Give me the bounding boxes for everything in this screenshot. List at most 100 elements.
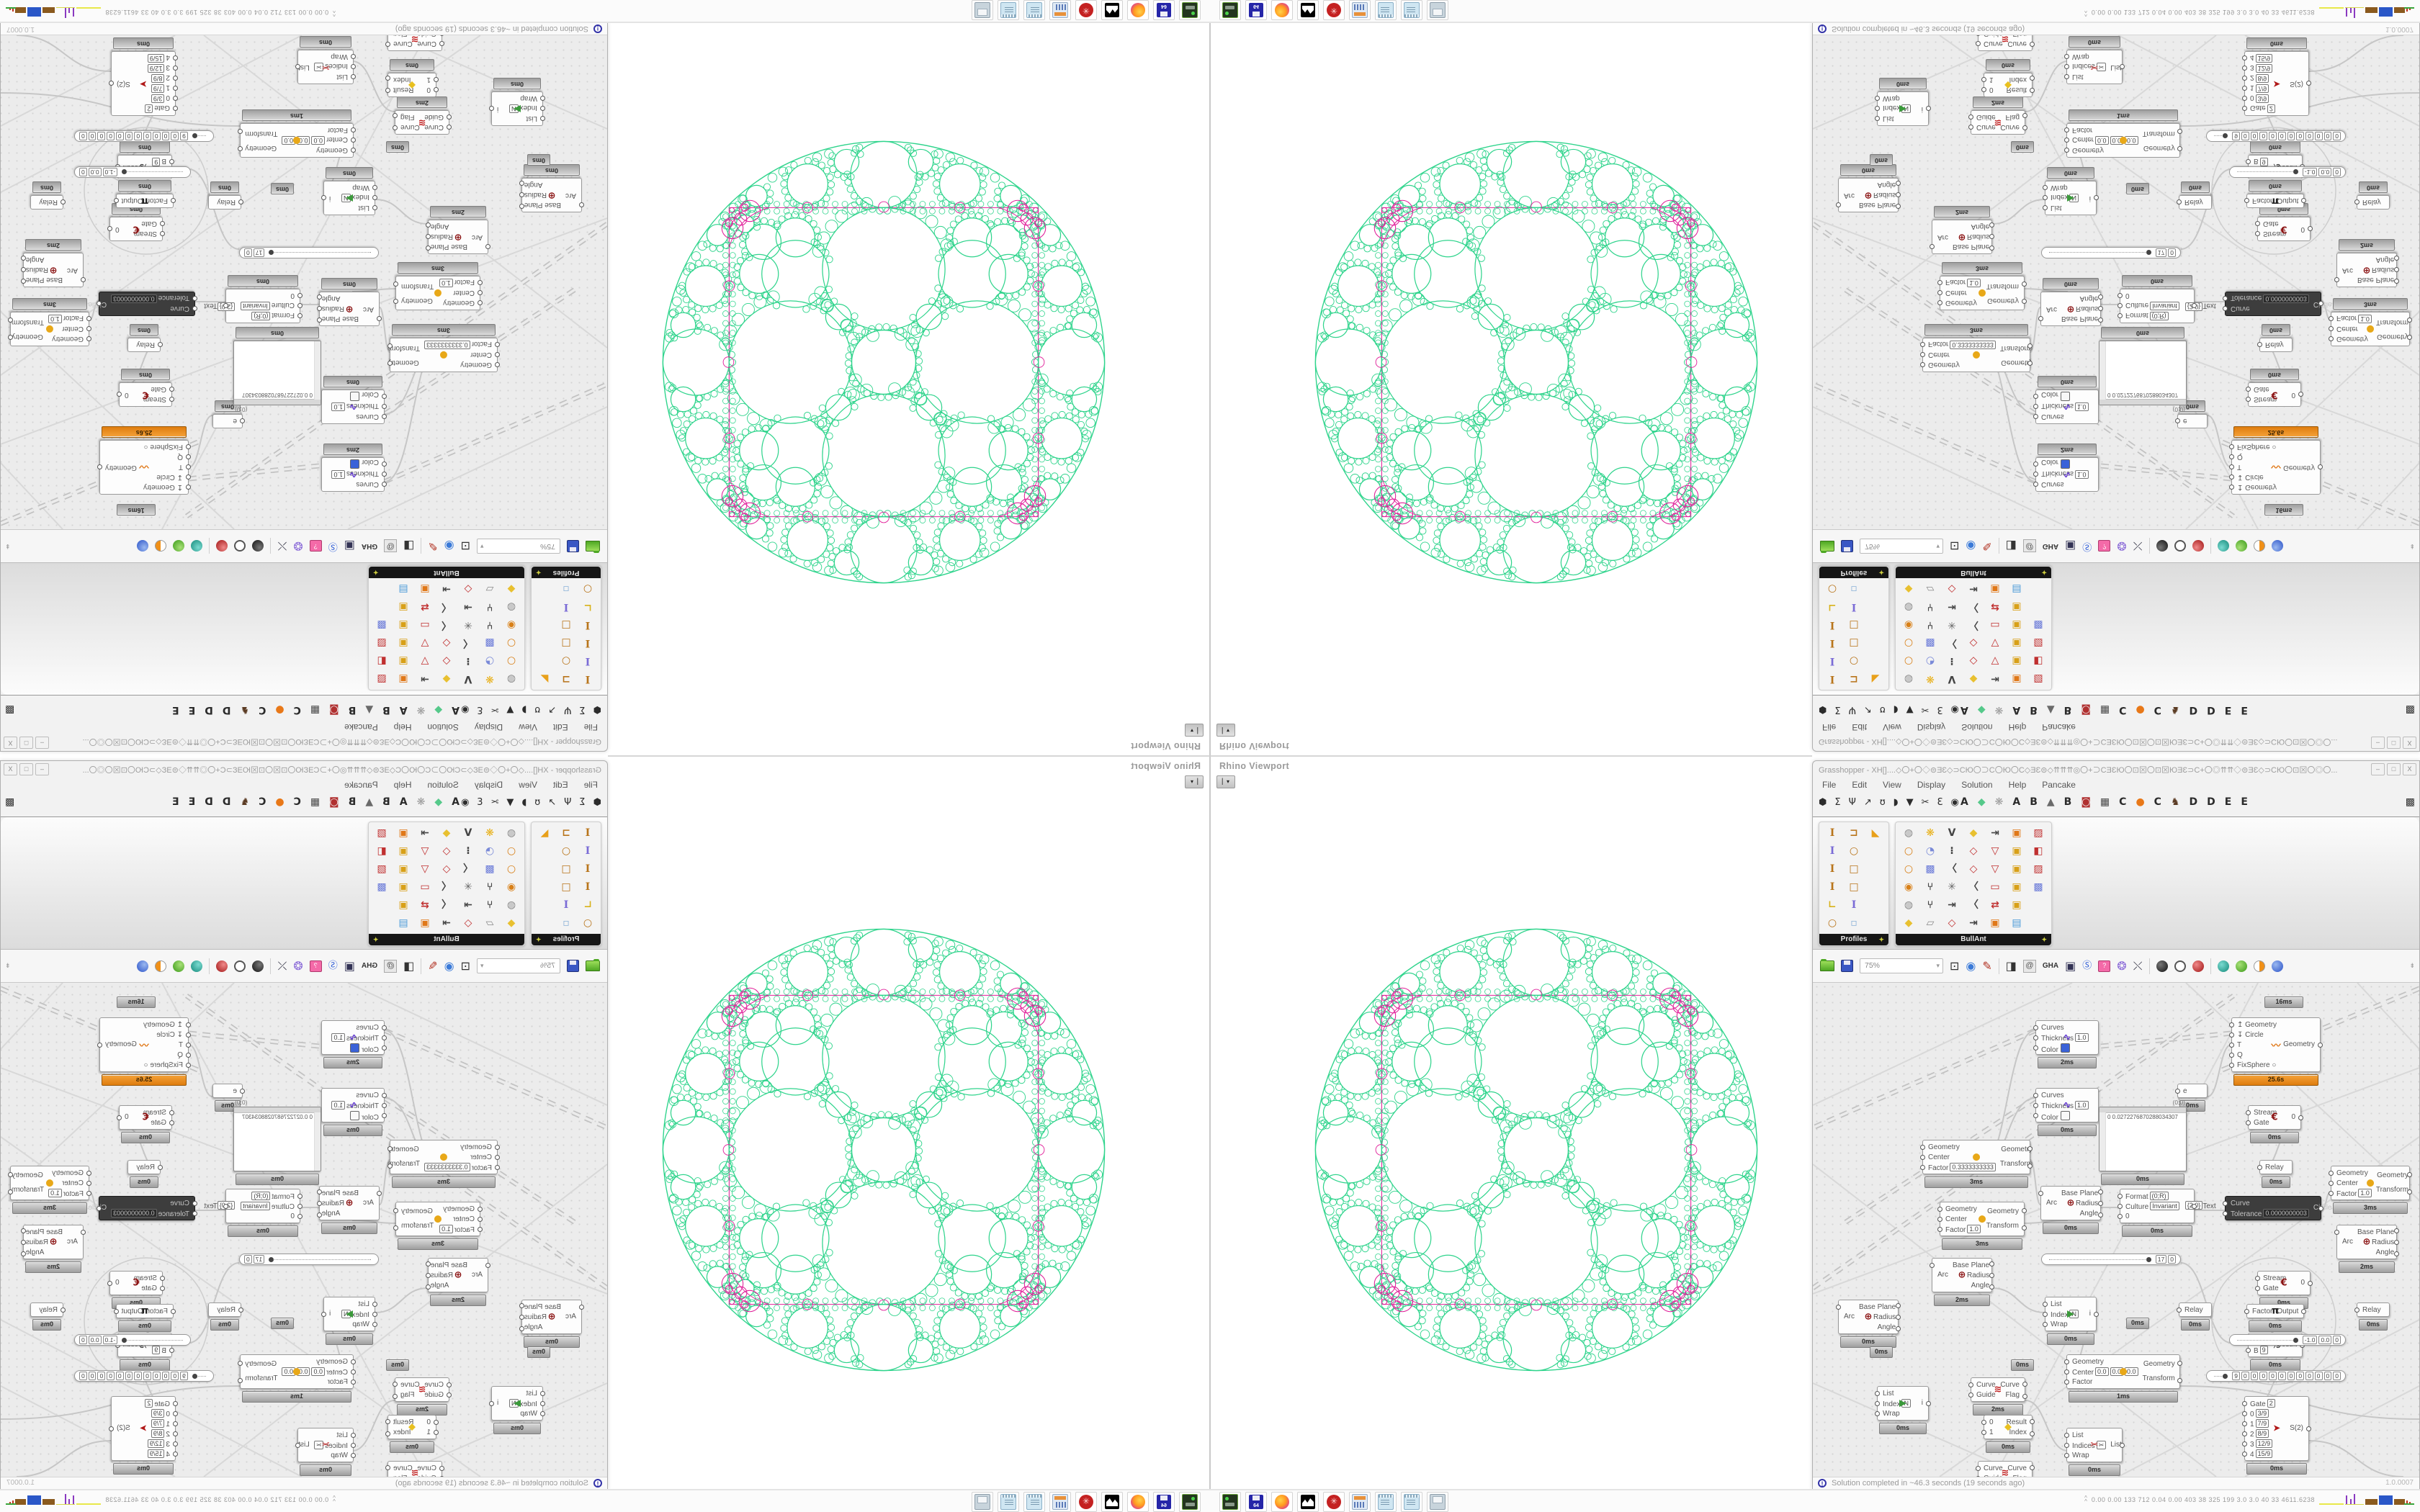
palette-item-icon[interactable]	[1865, 896, 1886, 914]
taskbar-item-notepad2[interactable]	[998, 1492, 1019, 1512]
component-tab[interactable]: E	[172, 796, 179, 808]
tab-icon[interactable]: Σ	[1834, 704, 1841, 715]
preview-wire-icon[interactable]	[234, 960, 246, 972]
component-tab[interactable]: B	[2063, 796, 2072, 808]
preview-off-icon[interactable]	[252, 960, 264, 972]
gh-node-stub[interactable]: 0ms	[1868, 154, 1895, 168]
component-tab[interactable]: C	[2119, 704, 2127, 716]
input-port[interactable]	[2242, 1411, 2247, 1416]
output-port[interactable]	[1896, 1315, 1901, 1320]
input-port[interactable]	[382, 1035, 387, 1040]
viewport-collapse-button[interactable]: ▏▾	[1185, 775, 1204, 788]
component-tab[interactable]: E	[2224, 704, 2232, 716]
close-button[interactable]: X	[4, 763, 17, 775]
input-port[interactable]	[297, 1204, 302, 1209]
output-port[interactable]	[114, 1309, 119, 1314]
palette-item-icon[interactable]: ▩	[2033, 619, 2043, 631]
taskbar-item-scanner[interactable]	[1427, 1492, 1448, 1512]
sketch-pen-icon[interactable]: ✎	[428, 539, 438, 554]
input-port[interactable]	[2064, 64, 2069, 69]
output-port[interactable]	[2407, 1189, 2412, 1194]
palette-item-icon[interactable]: ▣	[398, 655, 408, 667]
input-port[interactable]	[2257, 342, 2262, 347]
gh-node[interactable]: Stream Gate 0 €0ms	[117, 369, 174, 407]
input-port[interactable]	[2257, 1165, 2262, 1170]
mention-icon[interactable]: @	[384, 539, 398, 553]
input-port[interactable]	[372, 1322, 377, 1327]
taskbar-item-calculator[interactable]	[1049, 1492, 1071, 1512]
number-slider[interactable]: 17 0	[239, 1254, 379, 1265]
rhino-viewport[interactable]: Rhino Viewport ▏▾	[1210, 756, 1812, 1489]
input-port[interactable]	[186, 464, 191, 469]
number-slider[interactable]: -1.0 0.0 0	[2229, 1334, 2346, 1346]
output-port[interactable]	[2192, 1204, 2197, 1209]
palette-item-icon[interactable]: I	[585, 655, 591, 667]
tab-icon[interactable]: ◗	[521, 797, 527, 808]
input-port[interactable]	[2255, 231, 2260, 236]
palette-item-icon[interactable]: ◍	[506, 601, 516, 613]
slider-handle[interactable]	[122, 169, 127, 175]
toolbar-overflow-icon[interactable]: ⇟	[5, 962, 11, 969]
palette-item-icon[interactable]: ○	[1827, 917, 1837, 929]
input-port[interactable]	[1930, 1263, 1935, 1268]
gh-node[interactable]: Arc Base Plane Radius Angle ⊕ 0ms	[519, 1300, 584, 1348]
number-slider[interactable]: 17 0	[2041, 1254, 2181, 1265]
input-port[interactable]	[173, 1441, 178, 1446]
component-tab[interactable]: E	[2241, 796, 2248, 808]
output-port[interactable]	[2394, 1251, 2399, 1256]
tab-icon[interactable]: ▼	[1906, 704, 1914, 715]
component-tab[interactable]: ▲	[365, 704, 374, 716]
slider-track[interactable]	[2237, 169, 2298, 175]
component-tab[interactable]: A	[399, 704, 408, 716]
input-port[interactable]	[2229, 1043, 2234, 1048]
palette-item-icon[interactable]: ▱	[1926, 917, 1935, 929]
input-port[interactable]	[173, 1421, 178, 1426]
input-port[interactable]	[1976, 1466, 1981, 1471]
input-port[interactable]	[169, 397, 174, 402]
palette-item-icon[interactable]: ▨	[2033, 673, 2043, 685]
palette-item-icon[interactable]: ◍	[1904, 673, 1914, 685]
output-port[interactable]	[317, 294, 322, 300]
input-port[interactable]	[540, 1411, 545, 1416]
input-port[interactable]	[81, 277, 86, 282]
palette-item-icon[interactable]	[1865, 616, 1886, 634]
input-port[interactable]	[2064, 1359, 2069, 1364]
input-port[interactable]	[579, 1305, 584, 1310]
pin-green-icon[interactable]	[173, 540, 185, 552]
output-port[interactable]	[387, 343, 393, 348]
palette-item-icon[interactable]: ▣	[2012, 637, 2022, 649]
input-port[interactable]	[2064, 1443, 2069, 1448]
palette-item-icon[interactable]: I	[585, 673, 591, 685]
grasshopper-window[interactable]: Grasshopper - XH[]....◇〇+〇◇⊜ƎƐ◇⊃CЮ〇⊃C〇Ю〇…	[1812, 760, 2420, 1489]
palette-item-icon[interactable]: ◉	[506, 619, 516, 631]
palette-item-icon[interactable]: ◣	[540, 673, 549, 685]
minimize-button[interactable]: –	[35, 737, 49, 749]
taskbar-item-notepad[interactable]	[1375, 0, 1397, 20]
input-port[interactable]	[495, 1165, 500, 1170]
menu-view[interactable]: View	[519, 722, 537, 732]
component-tab[interactable]: ◙	[2081, 704, 2091, 716]
input-port[interactable]	[382, 404, 387, 409]
palette-expand-icon[interactable]: ✦	[536, 569, 542, 576]
input-port[interactable]	[1981, 1430, 1986, 1435]
palette-expand-icon[interactable]: ✦	[373, 569, 379, 576]
input-port[interactable]	[2043, 1302, 2048, 1307]
pin-blue-icon[interactable]	[137, 540, 149, 552]
menu-edit[interactable]: Edit	[552, 780, 568, 790]
palette-item-icon[interactable]	[534, 634, 555, 652]
output-port[interactable]	[2301, 1309, 2306, 1314]
gh-node[interactable]: Relay 0ms	[2177, 1302, 2212, 1331]
rhino-viewport[interactable]: Rhino Viewport ▏▾	[1210, 23, 1812, 756]
